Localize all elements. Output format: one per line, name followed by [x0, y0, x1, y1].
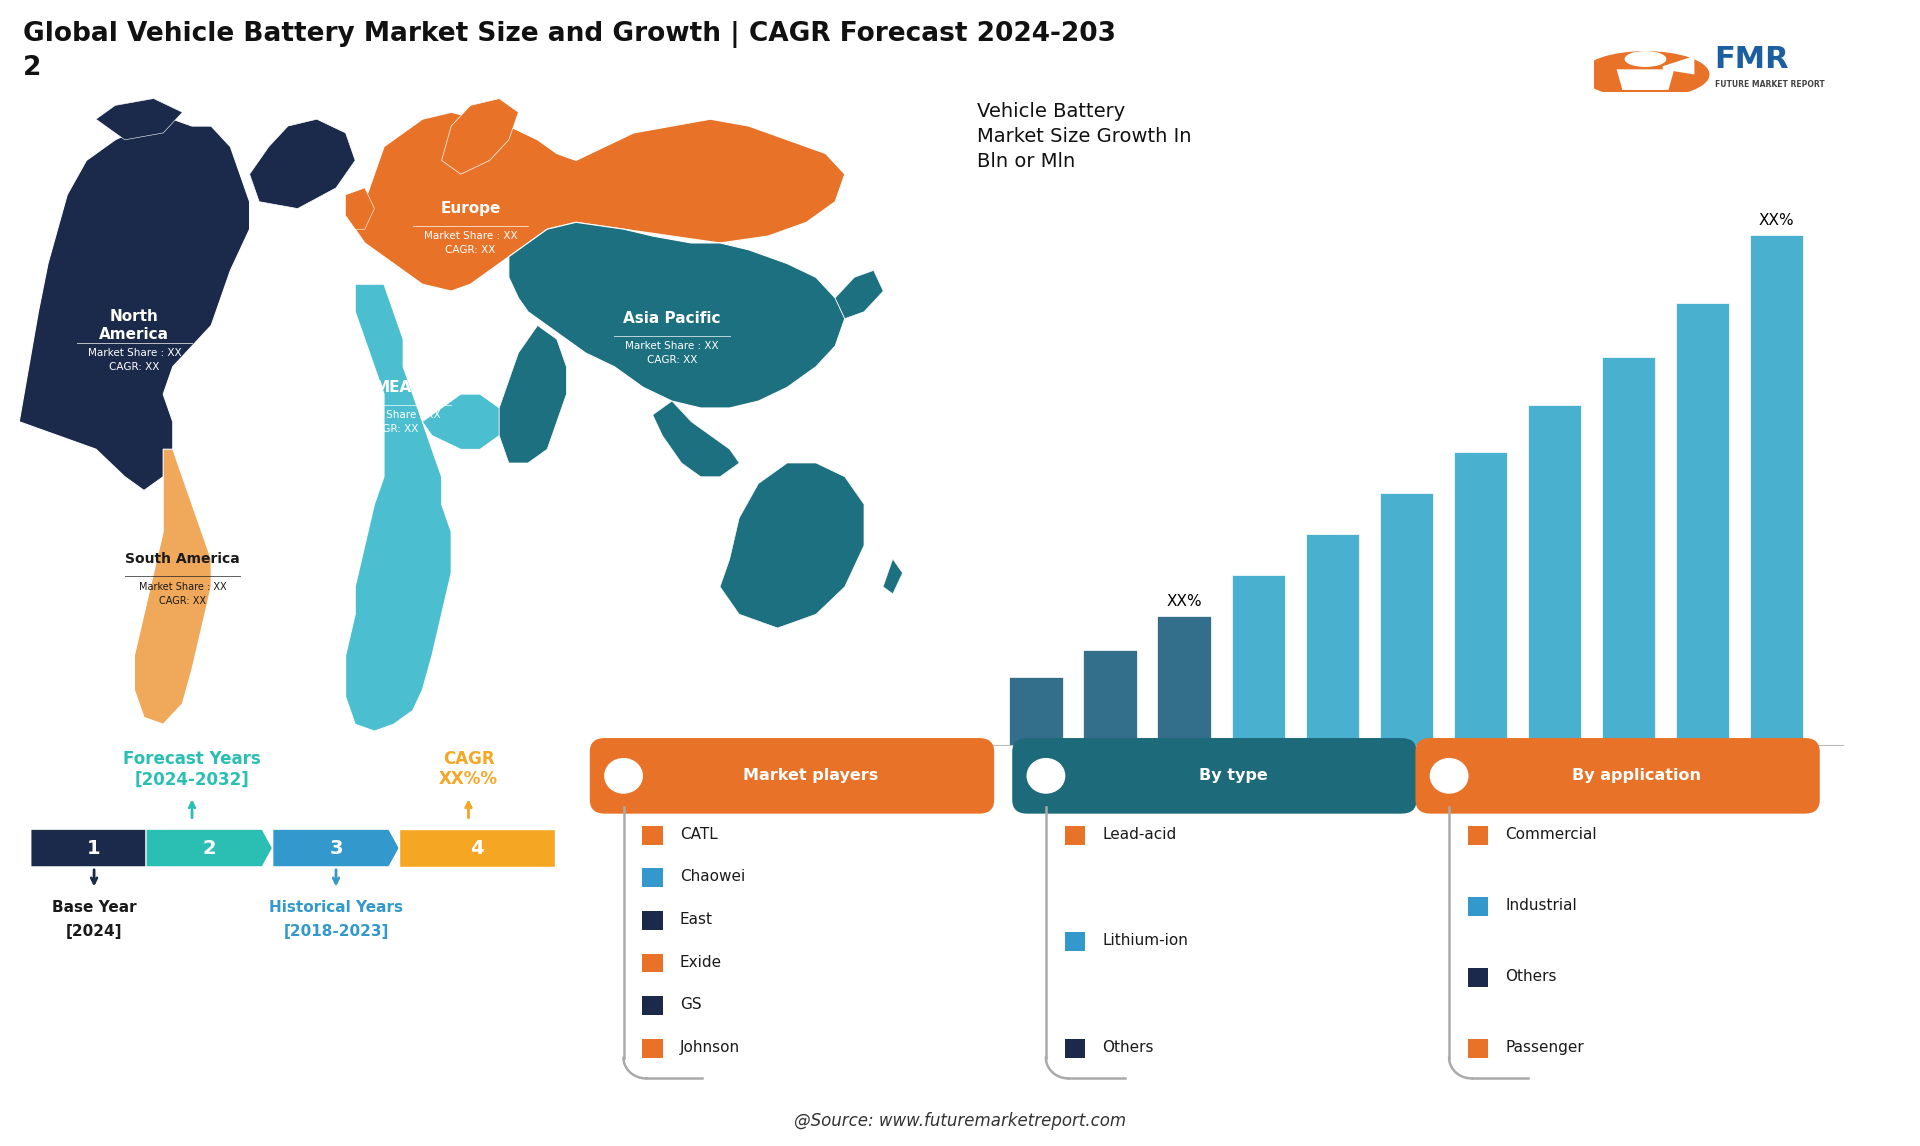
Circle shape [1582, 52, 1709, 97]
Text: 3: 3 [328, 839, 344, 857]
Text: XX%%: XX%% [440, 770, 497, 788]
Polygon shape [1663, 56, 1693, 74]
Text: Passenger: Passenger [1505, 1039, 1584, 1055]
FancyBboxPatch shape [1064, 1038, 1085, 1058]
Text: Lead-acid: Lead-acid [1102, 826, 1177, 842]
Polygon shape [835, 270, 883, 319]
Polygon shape [346, 188, 374, 229]
Bar [1751, 235, 1803, 745]
Text: Global Vehicle Battery Market Size and Growth | CAGR Forecast 2024-203: Global Vehicle Battery Market Size and G… [23, 21, 1116, 48]
Text: Johnson: Johnson [680, 1039, 739, 1055]
FancyBboxPatch shape [641, 953, 662, 973]
Text: Historical Years: Historical Years [269, 900, 403, 915]
FancyBboxPatch shape [1012, 738, 1417, 814]
Text: Industrial: Industrial [1505, 897, 1576, 913]
Text: XX%: XX% [1759, 213, 1795, 228]
FancyBboxPatch shape [1469, 1038, 1488, 1058]
Bar [1601, 358, 1655, 745]
Bar [1158, 615, 1212, 745]
Text: CATL: CATL [680, 826, 718, 842]
Text: @Source: www.futuremarketreport.com: @Source: www.futuremarketreport.com [795, 1112, 1125, 1130]
Polygon shape [346, 284, 451, 731]
Text: Market Share : XX
CAGR: XX: Market Share : XX CAGR: XX [348, 410, 440, 433]
Polygon shape [146, 830, 273, 866]
Circle shape [1624, 52, 1667, 66]
Text: FMR: FMR [1715, 45, 1789, 73]
Polygon shape [31, 830, 157, 866]
FancyBboxPatch shape [1064, 933, 1085, 951]
Text: 2: 2 [202, 839, 217, 857]
Text: Others: Others [1102, 1039, 1154, 1055]
Polygon shape [134, 449, 211, 724]
Polygon shape [442, 99, 518, 174]
Text: Vehicle Battery
Market Size Growth In
Bln or Mln: Vehicle Battery Market Size Growth In Bl… [977, 102, 1190, 171]
Text: Market Share : XX
CAGR: XX: Market Share : XX CAGR: XX [626, 342, 718, 364]
Text: [2024-2032]: [2024-2032] [134, 770, 250, 788]
Text: Forecast Years: Forecast Years [123, 749, 261, 768]
Circle shape [1027, 759, 1064, 793]
Bar [1676, 303, 1730, 745]
Polygon shape [355, 112, 845, 291]
Text: Chaowei: Chaowei [680, 870, 745, 885]
FancyBboxPatch shape [1415, 738, 1820, 814]
Circle shape [605, 759, 641, 793]
Bar [1010, 677, 1062, 745]
Polygon shape [499, 325, 566, 463]
FancyBboxPatch shape [641, 996, 662, 1015]
Text: Others: Others [1505, 968, 1557, 984]
FancyBboxPatch shape [641, 825, 662, 845]
Text: GS: GS [680, 997, 701, 1012]
Bar [1453, 453, 1507, 745]
Text: CAGR: CAGR [444, 749, 493, 768]
Text: XX%: XX% [1165, 594, 1202, 609]
Text: FUTURE MARKET REPORT: FUTURE MARKET REPORT [1715, 80, 1824, 89]
Text: 1: 1 [86, 839, 102, 857]
Text: MEA: MEA [374, 379, 413, 395]
FancyBboxPatch shape [641, 869, 662, 887]
Text: Exide: Exide [680, 955, 722, 970]
Text: 2: 2 [23, 55, 42, 81]
Text: Commercial: Commercial [1505, 826, 1597, 842]
Text: Market Share : XX
CAGR: XX: Market Share : XX CAGR: XX [424, 231, 516, 254]
Polygon shape [399, 830, 555, 866]
Text: [2024]: [2024] [65, 924, 123, 939]
Text: By application: By application [1572, 768, 1701, 784]
Bar [1380, 493, 1432, 745]
Text: East: East [680, 912, 712, 927]
Text: Market Share : XX
CAGR: XX: Market Share : XX CAGR: XX [138, 582, 227, 605]
Bar [1528, 405, 1582, 745]
Polygon shape [883, 559, 902, 594]
Text: Base Year: Base Year [52, 900, 136, 915]
Polygon shape [273, 830, 399, 866]
FancyBboxPatch shape [1469, 896, 1488, 916]
Bar [1083, 650, 1137, 745]
FancyBboxPatch shape [641, 911, 662, 929]
FancyBboxPatch shape [1469, 967, 1488, 987]
Text: Asia Pacific: Asia Pacific [624, 311, 720, 327]
Polygon shape [96, 99, 182, 140]
Polygon shape [720, 463, 864, 628]
Polygon shape [653, 401, 739, 477]
Text: Market Share : XX
CAGR: XX: Market Share : XX CAGR: XX [88, 348, 180, 371]
Polygon shape [509, 222, 845, 408]
Polygon shape [250, 119, 355, 209]
FancyBboxPatch shape [641, 1038, 662, 1058]
Text: South America: South America [125, 552, 240, 566]
Text: Lithium-ion: Lithium-ion [1102, 933, 1188, 949]
Bar [1306, 534, 1359, 745]
Text: By type: By type [1198, 768, 1267, 784]
FancyBboxPatch shape [1064, 825, 1085, 845]
Text: Market players: Market players [743, 768, 877, 784]
Polygon shape [19, 119, 250, 490]
Text: Europe: Europe [440, 201, 501, 217]
Bar [1231, 575, 1284, 745]
FancyBboxPatch shape [1469, 825, 1488, 845]
Polygon shape [422, 394, 499, 449]
Text: North
America: North America [100, 309, 169, 342]
Polygon shape [1617, 70, 1674, 91]
Text: [2018-2023]: [2018-2023] [284, 924, 388, 939]
Circle shape [1430, 759, 1469, 793]
Text: 4: 4 [470, 839, 484, 857]
FancyBboxPatch shape [589, 738, 995, 814]
